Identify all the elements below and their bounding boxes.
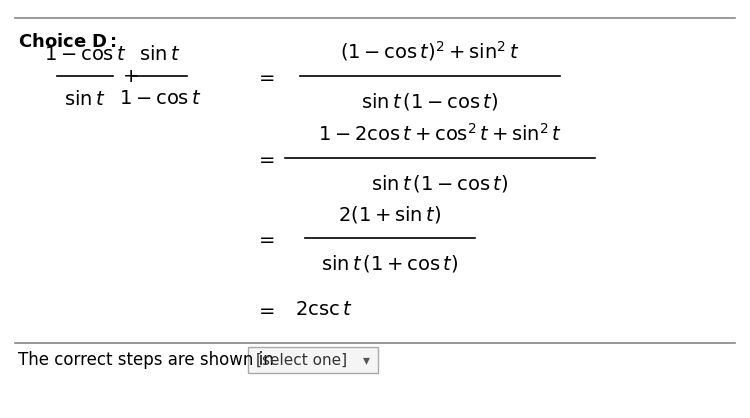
Text: $(1 - \cos t)^2 + \sin^2 t$: $(1 - \cos t)^2 + \sin^2 t$: [340, 39, 520, 63]
Text: $1 - \cos t$: $1 - \cos t$: [118, 90, 201, 108]
Text: [select one]: [select one]: [256, 352, 347, 367]
Text: $\sin t\,(1 - \cos t)$: $\sin t\,(1 - \cos t)$: [371, 173, 508, 194]
Text: $+$: $+$: [122, 68, 138, 86]
Text: ▾: ▾: [362, 353, 370, 367]
Text: $1 - 2\cos t + \cos^2 t + \sin^2 t$: $1 - 2\cos t + \cos^2 t + \sin^2 t$: [318, 123, 562, 145]
Text: $1 - \cos t$: $1 - \cos t$: [44, 46, 126, 64]
Text: $\sin t\,(1 + \cos t)$: $\sin t\,(1 + \cos t)$: [321, 253, 459, 274]
Text: $2\csc t$: $2\csc t$: [295, 301, 352, 319]
Text: $=$: $=$: [255, 68, 275, 86]
Text: $2(1 + \sin t)$: $2(1 + \sin t)$: [338, 204, 442, 225]
FancyBboxPatch shape: [248, 347, 378, 373]
Text: The correct steps are shown in: The correct steps are shown in: [18, 351, 274, 369]
Text: $=$: $=$: [255, 230, 275, 248]
Text: $\sin t$: $\sin t$: [140, 45, 181, 64]
Text: $=$: $=$: [255, 301, 275, 319]
Text: $\sin t\,(1 - \cos t)$: $\sin t\,(1 - \cos t)$: [362, 91, 499, 112]
Text: $\sin t$: $\sin t$: [64, 90, 106, 109]
Text: $=$: $=$: [255, 150, 275, 168]
Text: $\mathbf{Choice\ D:}$: $\mathbf{Choice\ D:}$: [18, 33, 117, 51]
